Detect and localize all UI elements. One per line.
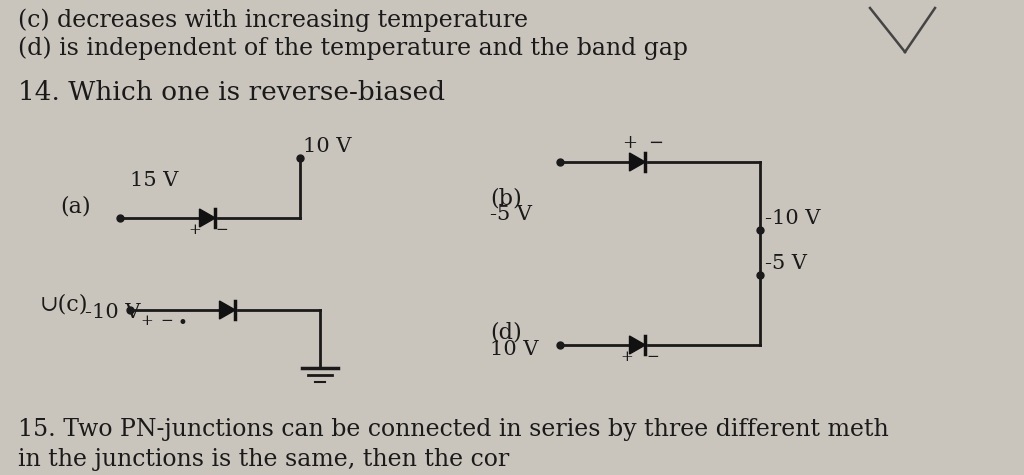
Text: 15 V: 15 V	[130, 171, 178, 190]
Polygon shape	[630, 153, 645, 171]
Text: (d) is independent of the temperature and the band gap: (d) is independent of the temperature an…	[18, 36, 688, 59]
Polygon shape	[630, 336, 645, 354]
Polygon shape	[219, 301, 236, 319]
Text: (c) decreases with increasing temperature: (c) decreases with increasing temperatur…	[18, 8, 528, 31]
Text: +: +	[140, 314, 153, 328]
Text: 15. Two PN-junctions can be connected in series by three different meth: 15. Two PN-junctions can be connected in…	[18, 418, 889, 441]
Text: -5 V: -5 V	[765, 254, 807, 273]
Text: +: +	[622, 134, 637, 152]
Text: −: −	[648, 134, 664, 152]
Polygon shape	[200, 209, 215, 227]
Text: −: −	[215, 223, 227, 237]
Text: −: −	[646, 350, 658, 364]
Text: 10 V: 10 V	[490, 340, 539, 359]
Text: -5 V: -5 V	[490, 205, 532, 224]
Text: 14. Which one is reverse-biased: 14. Which one is reverse-biased	[18, 80, 445, 105]
Text: -10 V: -10 V	[765, 209, 820, 228]
Text: +: +	[620, 350, 633, 364]
Text: ∪(c): ∪(c)	[40, 294, 88, 316]
Text: (d): (d)	[490, 322, 522, 344]
Text: •: •	[178, 314, 187, 332]
Text: (b): (b)	[490, 188, 522, 210]
Text: −: −	[160, 314, 173, 328]
Text: (a): (a)	[60, 196, 91, 218]
Text: +: +	[188, 223, 201, 237]
Text: 10 V: 10 V	[303, 137, 351, 156]
Text: in the junctions is the same, then the cor: in the junctions is the same, then the c…	[18, 448, 509, 471]
Text: -10 V: -10 V	[85, 303, 140, 322]
